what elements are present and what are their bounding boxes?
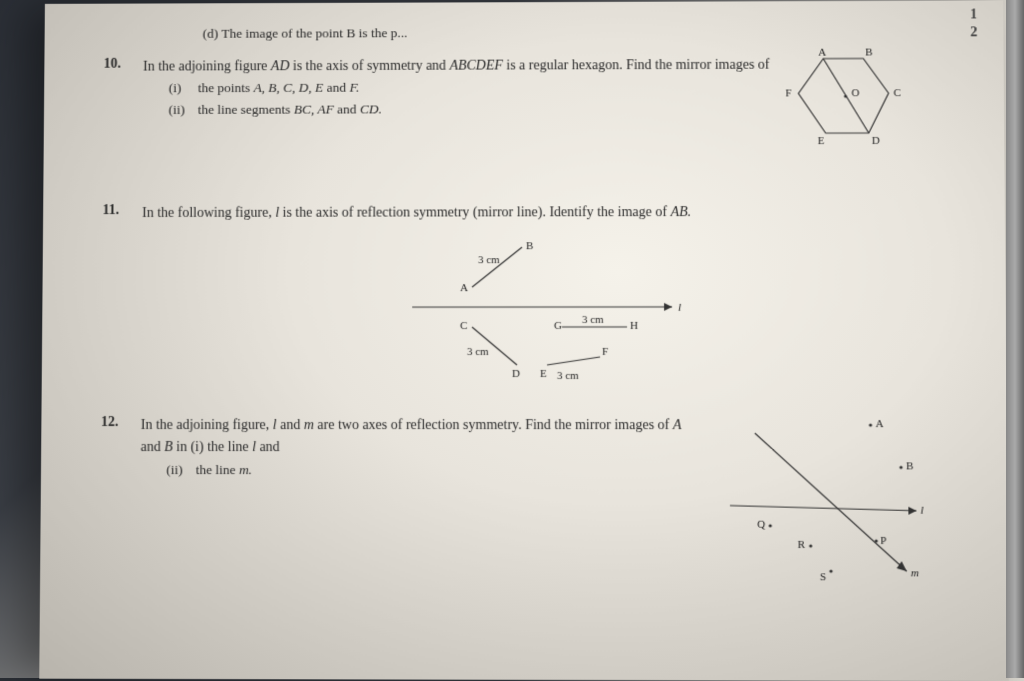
point-R [809, 545, 812, 548]
label-C: C [460, 320, 467, 332]
len-CD: 3 cm [467, 346, 489, 358]
label-pP: P [880, 535, 886, 547]
margin-n1: 1 [970, 7, 977, 25]
margin-n2: 2 [970, 25, 977, 43]
label-B: B [526, 240, 533, 252]
label-pR: R [798, 539, 806, 551]
label-pS: S [820, 571, 826, 583]
label-D: D [872, 135, 880, 147]
hexagon-figure: A B C D E F O [773, 48, 914, 188]
len-EF: 3 cm [557, 370, 579, 382]
label-H: H [630, 320, 638, 332]
label-O: O [851, 87, 859, 99]
q9d-label: (d) [203, 26, 219, 41]
question-12: 12. In the adjoining figure, l and m are… [140, 415, 948, 587]
line-l [730, 506, 917, 511]
label-G: G [554, 320, 562, 332]
label-B: B [865, 46, 872, 58]
label-pQ: Q [757, 519, 765, 531]
arrow-l [908, 507, 916, 515]
q11-num: 11. [102, 203, 119, 219]
point-S [829, 570, 832, 573]
q11-text: In the following figure, l is the axis o… [142, 201, 945, 224]
len-AB: 3 cm [478, 254, 500, 266]
label-E: E [818, 135, 825, 147]
margin-numbers: 1 2 [970, 7, 977, 43]
q10-num: 10. [104, 56, 121, 72]
label-D: D [512, 368, 520, 380]
q12-figure: l m A B Q R P S [715, 405, 938, 587]
segment-EF [547, 357, 600, 365]
q11-figure: l A B 3 cm C D 3 cm E F 3 cm G H [382, 237, 702, 387]
q9d-text: The image of the point B is the p... [221, 25, 407, 40]
point-A [869, 424, 872, 427]
q12-num: 12. [101, 415, 119, 431]
label-m: m [911, 568, 919, 580]
label-pA: A [876, 418, 884, 430]
textbook-page: 1 2 (d) The image of the point B is the … [39, 0, 1009, 680]
point-Q [769, 524, 772, 527]
arrow-l [664, 303, 672, 311]
page-edge [1006, 0, 1024, 678]
label-F: F [602, 346, 608, 358]
label-pB: B [906, 461, 913, 473]
label-F: F [785, 87, 791, 99]
hexagon-shape [798, 58, 889, 133]
point-B [899, 466, 902, 469]
q9d-partial: (d) The image of the point B is the p... [143, 21, 943, 45]
question-11: 11. In the following figure, l is the ax… [141, 201, 946, 387]
center-dot [844, 94, 847, 97]
label-E: E [540, 368, 547, 380]
label-l: l [678, 302, 681, 314]
question-10: 10. In the adjoining figure AD is the ax… [142, 54, 944, 175]
label-l: l [920, 505, 923, 517]
len-GH: 3 cm [582, 314, 604, 326]
label-A: A [818, 46, 826, 58]
point-P [875, 540, 878, 543]
label-C: C [894, 87, 901, 99]
label-A: A [460, 282, 468, 294]
line-m [755, 433, 907, 571]
